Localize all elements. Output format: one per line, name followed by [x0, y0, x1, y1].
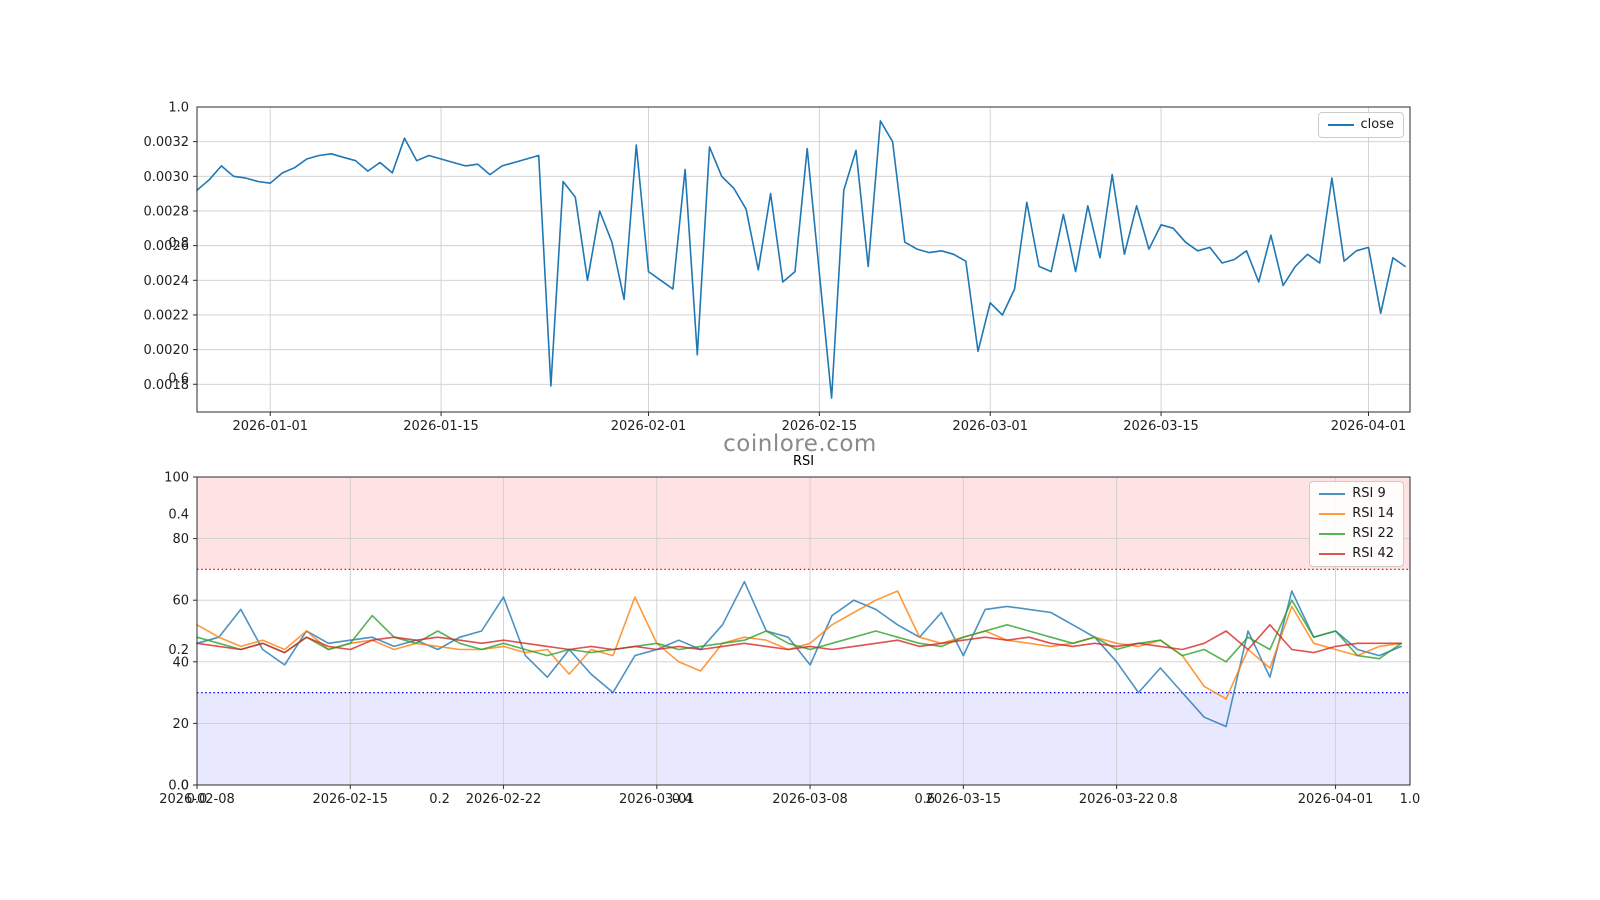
x-tick-label: 2026-02-01: [611, 419, 687, 434]
threshold-band: [197, 477, 1410, 570]
overlay-x-tick-label: 0.6: [914, 792, 935, 807]
legend-label: RSI 14: [1352, 506, 1394, 521]
watermark: coinlore.com: [723, 431, 877, 457]
threshold-band: [197, 692, 1410, 785]
x-tick-label: 2026-02-15: [782, 419, 858, 434]
overlay-x-tick-label: 1.0: [1400, 792, 1421, 807]
overlay-y-tick-label: 0.2: [168, 643, 189, 658]
x-tick-label: 2026-03-15: [926, 792, 1002, 807]
overlay-y-tick-label: 0.4: [168, 507, 189, 522]
overlay-x-tick-label: 0.8: [1157, 792, 1178, 807]
price-plot: 2026-01-01 2026-01-15 2026-02-01 2026-02-15…: [144, 106, 1411, 434]
overlay-y-tick-label: 0.0: [168, 779, 189, 794]
legend-entry: RSI 42: [1319, 547, 1394, 561]
legend-entry: RSI 22: [1319, 527, 1394, 541]
y-tick-label: 100: [164, 471, 189, 486]
legend-line-sample: [1319, 533, 1346, 535]
y-tick-label: 60: [172, 594, 189, 609]
series-line-rsi-14: [196, 590, 1402, 700]
y-tick-label: 0.0030: [144, 170, 190, 185]
legend-label: close: [1360, 117, 1394, 132]
x-tick-label: 2026-02-22: [466, 792, 542, 807]
price-legend: close: [1317, 112, 1404, 138]
legend-entry: RSI 9: [1319, 487, 1394, 501]
series-line-rsi-9: [196, 580, 1402, 728]
legend-line-sample: [1319, 553, 1346, 555]
series-line-rsi-22: [196, 599, 1402, 663]
y-tick-label: 40: [172, 655, 189, 670]
overlay-x-tick-label: 0.2: [429, 792, 450, 807]
y-tick-label: 0: [181, 779, 189, 794]
series-line-rsi-42: [196, 623, 1402, 654]
overlay-y-tick-label: 0.6: [168, 372, 189, 387]
legend-line-sample: [1319, 493, 1346, 495]
overlay-x-tick-label: 0.0: [187, 792, 208, 807]
legend-entry: close: [1327, 117, 1394, 132]
rsi-chart-title: RSI: [792, 454, 815, 469]
y-tick-label: 0.0020: [144, 343, 190, 358]
legend-line-sample: [1327, 124, 1354, 126]
x-tick-label: 2026-02-15: [312, 792, 388, 807]
y-tick-label: 0.0028: [144, 204, 190, 219]
overlay-y-tick-label: 0.8: [168, 236, 189, 251]
legend-label: RSI 22: [1352, 526, 1394, 541]
legend-entry: RSI 14: [1319, 507, 1394, 521]
x-tick-label: 2026-03-08: [772, 792, 848, 807]
x-tick-label: 2026-03-22: [1079, 792, 1155, 807]
axes-spines: [196, 476, 1411, 786]
overlay-y-tick-label: 1.0: [168, 101, 189, 116]
x-tick-label: 2026-01-01: [232, 419, 308, 434]
y-tick-label: 0.0022: [144, 308, 190, 323]
x-tick-label: 2026-04-01: [1298, 792, 1374, 807]
y-tick-label: 0.0024: [144, 274, 190, 289]
series-line-close: [196, 120, 1406, 399]
overlay-axis: 1.0 0.8 0.6 0.4 0.2 0.00.0 0.2 0.4 0.6 0.8 1.0: [168, 101, 1420, 808]
axes-spines: [196, 106, 1411, 413]
x-tick-label: 2026-03-01: [952, 419, 1028, 434]
x-tick-label: 2026-02-08: [159, 792, 235, 807]
y-tick-label: 0.0032: [144, 135, 190, 150]
x-tick-label: 2026-04-01: [1331, 419, 1407, 434]
rsi-legend: RSI 9 RSI 14 RSI 22 RSI 42: [1309, 481, 1404, 567]
legend-label: RSI 9: [1352, 486, 1386, 501]
legend-label: RSI 42: [1352, 546, 1394, 561]
y-tick-label: 80: [172, 532, 189, 547]
grid-lines: [197, 107, 1410, 412]
x-tick-label: 2026-03-01: [619, 792, 695, 807]
y-tick-label: 20: [172, 717, 189, 732]
y-tick-label: 0.0026: [144, 239, 190, 254]
y-tick-label: 0.0018: [144, 378, 190, 393]
x-tick-label: 2026-03-15: [1123, 419, 1199, 434]
x-tick-label: 2026-01-15: [403, 419, 479, 434]
legend-line-sample: [1319, 513, 1346, 515]
rsi-plot: 2026-02-08 2026-02-15 2026-02-22 2026-03-01…: [159, 471, 1411, 807]
overlay-x-tick-label: 0.4: [672, 792, 693, 807]
